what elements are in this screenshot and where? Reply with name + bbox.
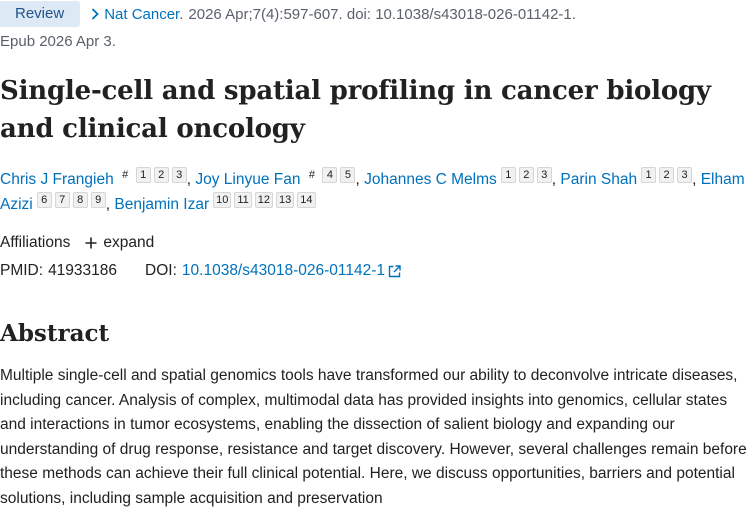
author-separator: , [692,171,697,188]
affiliation-number[interactable]: 3 [536,167,552,183]
affiliation-number[interactable]: 4 [322,167,338,183]
affiliation-number[interactable]: 9 [90,192,106,208]
affiliation-number[interactable]: 1 [641,167,657,183]
affiliations-label: Affiliations [0,234,71,251]
article-title: Single-cell and spatial profiling in can… [0,76,711,144]
affiliations-expand-button[interactable]: expand [103,234,155,251]
affiliation-markers: #1 2 3 [118,167,187,183]
affiliation-number[interactable]: 1 [500,167,516,183]
author-list: Chris J Frangieh #1 2 3, Joy Linyue Fan #4 5,… [0,167,750,217]
author-entry: Chris J Frangieh #1 2 3, [0,167,192,188]
author-separator: , [551,171,557,188]
author-entry: Joy Linyue Fan #4 5, [195,167,360,188]
author-separator: , [105,196,111,213]
affiliation-number[interactable]: 10 [213,192,232,208]
abstract-heading: Abstract [0,320,110,347]
author-entry: Benjamin Izar 10 11 12 13 14 [114,192,316,213]
author-link[interactable]: Chris J Frangieh [0,171,114,188]
pmid-value: 41933186 [48,262,118,279]
author-link[interactable]: Johannes C Melms [364,171,497,188]
affiliation-number[interactable]: 1 [135,167,151,183]
doi-link[interactable]: 10.1038/s43018-026-01142-1 [181,262,386,279]
plus-icon[interactable] [84,236,98,250]
citation-line: Review Nat Cancer. 2026 Apr;7(4):597-607… [0,1,576,27]
affiliation-number[interactable]: 2 [659,167,675,183]
author-separator: , [355,171,360,188]
affiliation-number[interactable]: 5 [340,167,356,183]
chevron-right-icon [88,7,102,21]
equal-contribution-marker: # [308,169,316,181]
author-link[interactable]: Elham Azizi [0,171,745,213]
affiliation-number[interactable]: 8 [72,192,88,208]
affiliation-number[interactable]: 6 [36,192,52,208]
affiliation-number[interactable]: 14 [297,192,316,208]
pmid-label: PMID: [0,262,44,279]
author-entry: Elham Azizi 6 7 8 9, [0,171,745,213]
affiliation-number[interactable]: 13 [276,192,295,208]
citation-details: 2026 Apr;7(4):597-607. doi: 10.1038/s430… [188,5,576,23]
author-link[interactable]: Parin Shah [560,171,638,188]
author-separator: , [186,171,192,188]
author-entry: Johannes C Melms 1 2 3, [364,167,557,188]
journal-link[interactable]: Nat Cancer. [104,5,184,23]
equal-contribution-marker: # [122,169,129,181]
identifiers-row: PMID: 41933186 DOI: 10.1038/s43018-026-0… [0,262,401,280]
affiliation-number[interactable]: 2 [153,167,169,183]
author-link[interactable]: Joy Linyue Fan [195,171,301,188]
affiliation-number[interactable]: 2 [518,167,534,183]
affiliation-markers: #4 5 [304,167,356,183]
affiliation-number[interactable]: 11 [234,192,252,208]
affiliation-number[interactable]: 12 [254,192,274,208]
author-link[interactable]: Benjamin Izar [114,196,210,213]
article-type-badge: Review [0,1,81,27]
external-link-icon[interactable] [388,264,401,278]
author-entry: Parin Shah 1 2 3, [560,167,697,188]
epub-date: Epub 2026 Apr 3. [0,33,116,50]
affiliation-number[interactable]: 3 [171,167,187,183]
affiliation-markers: 10 11 12 13 14 [213,192,316,208]
doi-label: DOI: [145,262,177,279]
affiliations-row: Affiliations expand [0,234,154,252]
affiliation-number[interactable]: 3 [677,167,693,183]
affiliation-number[interactable]: 7 [54,192,70,208]
abstract-text: Multiple single-cell and spatial genomic… [0,367,747,507]
